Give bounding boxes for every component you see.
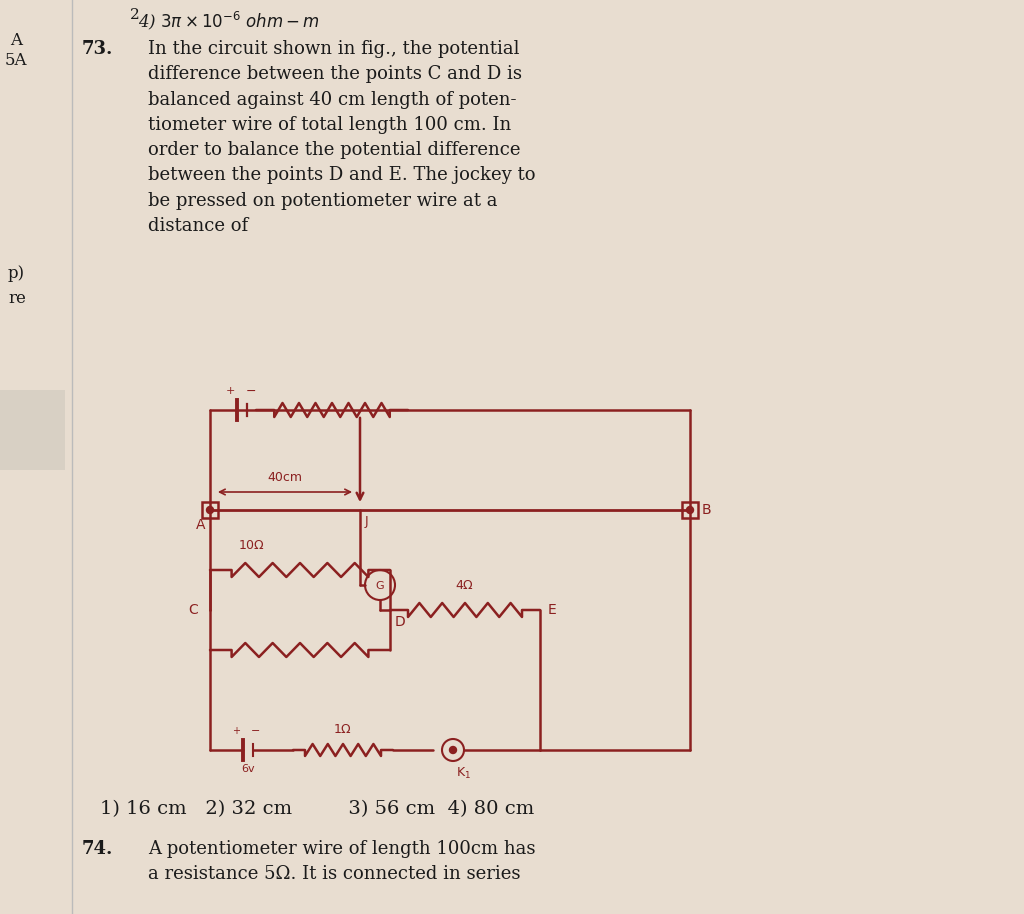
Circle shape [207, 506, 213, 514]
Text: +: + [232, 726, 240, 736]
Circle shape [686, 506, 693, 514]
Bar [682, 502, 698, 518]
Text: re: re [8, 290, 26, 307]
Text: 10$\Omega$: 10$\Omega$ [238, 539, 265, 552]
Text: 1) 16 cm   2) 32 cm         3) 56 cm  4) 80 cm: 1) 16 cm 2) 32 cm 3) 56 cm 4) 80 cm [100, 800, 535, 818]
Text: J: J [365, 515, 369, 528]
Text: 5A: 5A [5, 52, 28, 69]
Text: D: D [395, 615, 406, 629]
Bar [202, 502, 218, 518]
Bar [0, 390, 65, 470]
Text: 40cm: 40cm [267, 471, 302, 484]
Text: 73.: 73. [82, 40, 114, 58]
Text: −: − [251, 726, 261, 736]
Text: 4) $3\pi \times 10^{-6}$ $ohm-m$: 4) $3\pi \times 10^{-6}$ $ohm-m$ [138, 10, 321, 32]
Text: +: + [225, 386, 234, 396]
Circle shape [450, 747, 457, 753]
Text: 1$\Omega$: 1$\Omega$ [334, 723, 352, 736]
Text: G: G [376, 581, 384, 591]
Text: In the circuit shown in fig., the potential
difference between the points C and : In the circuit shown in fig., the potent… [148, 40, 536, 235]
Text: p): p) [8, 265, 26, 282]
Text: E: E [548, 603, 557, 617]
Text: A potentiometer wire of length 100cm has
a resistance 5Ω. It is connected in ser: A potentiometer wire of length 100cm has… [148, 840, 536, 883]
Text: B: B [702, 503, 712, 517]
Text: 6v: 6v [242, 764, 255, 774]
Text: A: A [196, 518, 205, 532]
Text: 74.: 74. [82, 840, 114, 858]
Text: 4$\Omega$: 4$\Omega$ [456, 579, 474, 592]
Text: K$_1$: K$_1$ [456, 766, 471, 781]
Text: A: A [10, 32, 22, 49]
Text: C: C [188, 603, 198, 617]
Text: −: − [246, 385, 256, 398]
Text: 2: 2 [130, 8, 139, 22]
